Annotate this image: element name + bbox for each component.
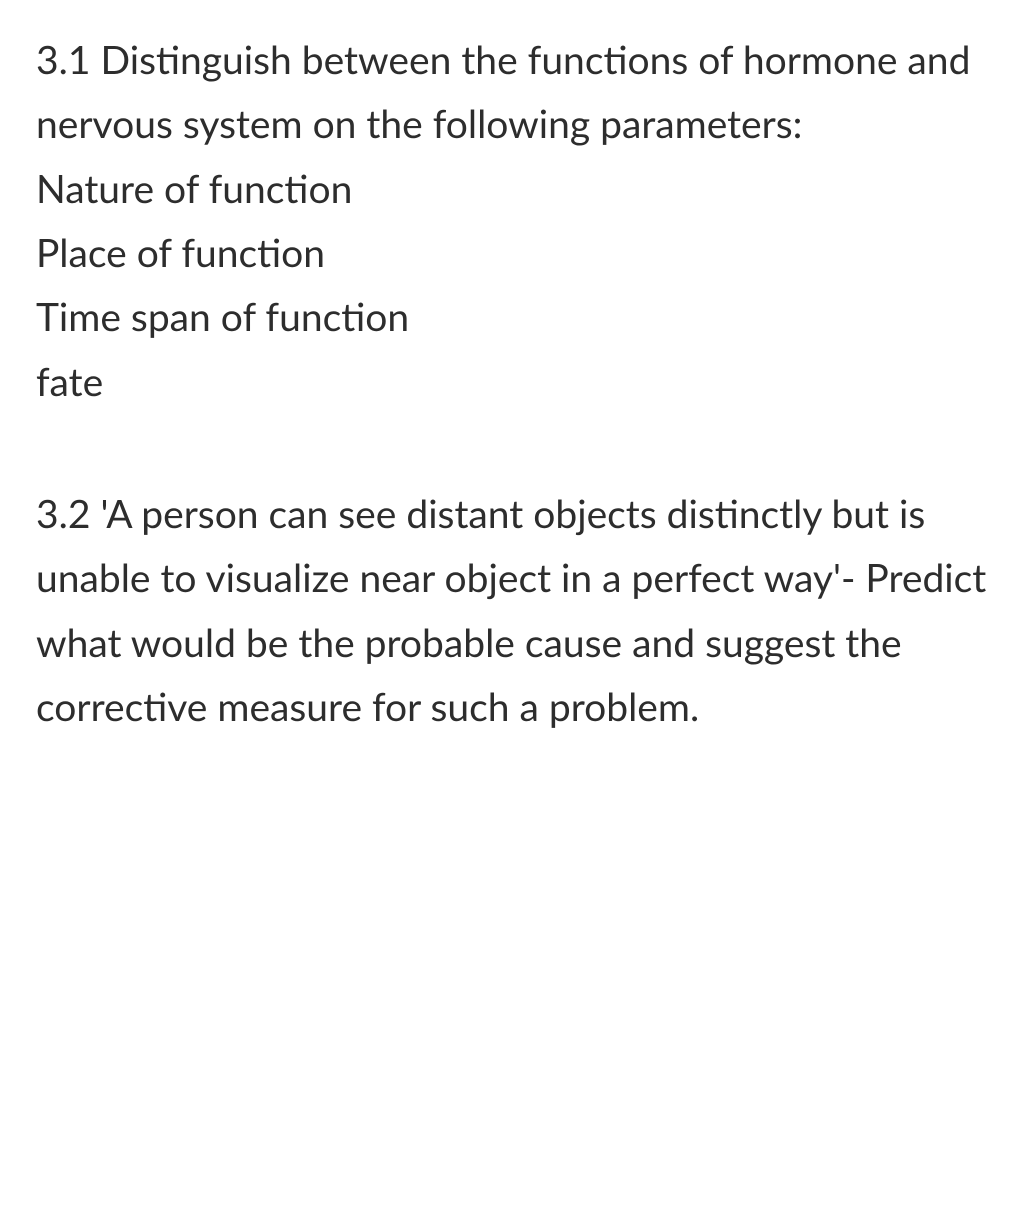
question-param: Place of function [36,221,988,285]
question-3-2: 3.2 'A person can see distant objects di… [36,482,988,739]
question-prompt: Distinguish between the functions of hor… [36,37,970,147]
question-param: Time span of function [36,285,988,349]
question-3-1: 3.1 Distinguish between the functions of… [36,28,988,414]
question-param: fate [36,350,988,414]
question-prompt: 'A person can see distant objects distin… [36,491,986,730]
question-param: Nature of function [36,157,988,221]
question-number: 3.1 [36,37,90,83]
question-number: 3.2 [36,491,90,537]
